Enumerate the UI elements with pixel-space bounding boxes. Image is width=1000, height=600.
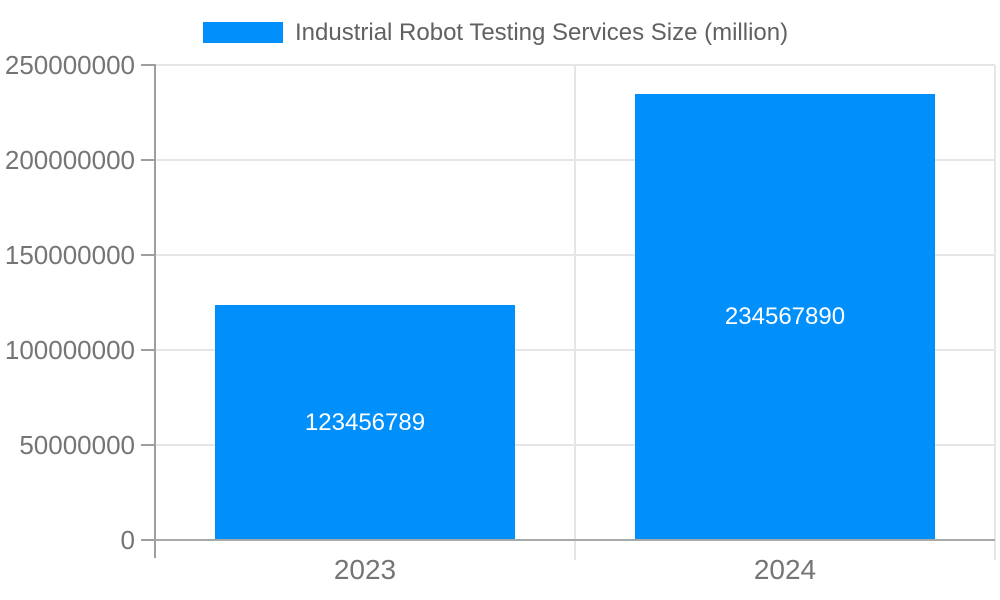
y-axis-tick-label: 50000000: [19, 430, 135, 460]
y-axis-tick-label: 250000000: [4, 50, 135, 80]
y-axis-tick-label: 150000000: [4, 240, 135, 270]
bar-2023[interactable]: [215, 305, 515, 540]
bar-2024[interactable]: [635, 94, 935, 540]
legend-swatch: [203, 22, 283, 43]
gridline-vertical: [994, 65, 996, 560]
x-axis-category-label: 2023: [333, 554, 397, 585]
y-axis-line: [154, 64, 156, 558]
y-axis-tick: [141, 349, 155, 351]
x-axis-baseline: [155, 539, 995, 541]
x-axis-category-label: 2024: [753, 554, 817, 585]
y-axis-tick-label: 0: [120, 525, 135, 555]
bar-value-label: 234567890: [724, 303, 846, 331]
y-axis-tick: [141, 254, 155, 256]
y-axis-tick-label: 200000000: [4, 145, 135, 175]
y-axis-tick: [141, 64, 155, 66]
y-axis-tick-label: 100000000: [4, 335, 135, 365]
bar-value-label: 123456789: [304, 408, 426, 436]
y-axis-tick: [141, 444, 155, 446]
y-axis-tick: [141, 159, 155, 161]
chart-legend[interactable]: Industrial Robot Testing Services Size (…: [203, 18, 789, 46]
gridline-vertical: [574, 65, 576, 560]
legend-label: Industrial Robot Testing Services Size (…: [295, 18, 789, 46]
y-axis-tick: [141, 539, 155, 541]
